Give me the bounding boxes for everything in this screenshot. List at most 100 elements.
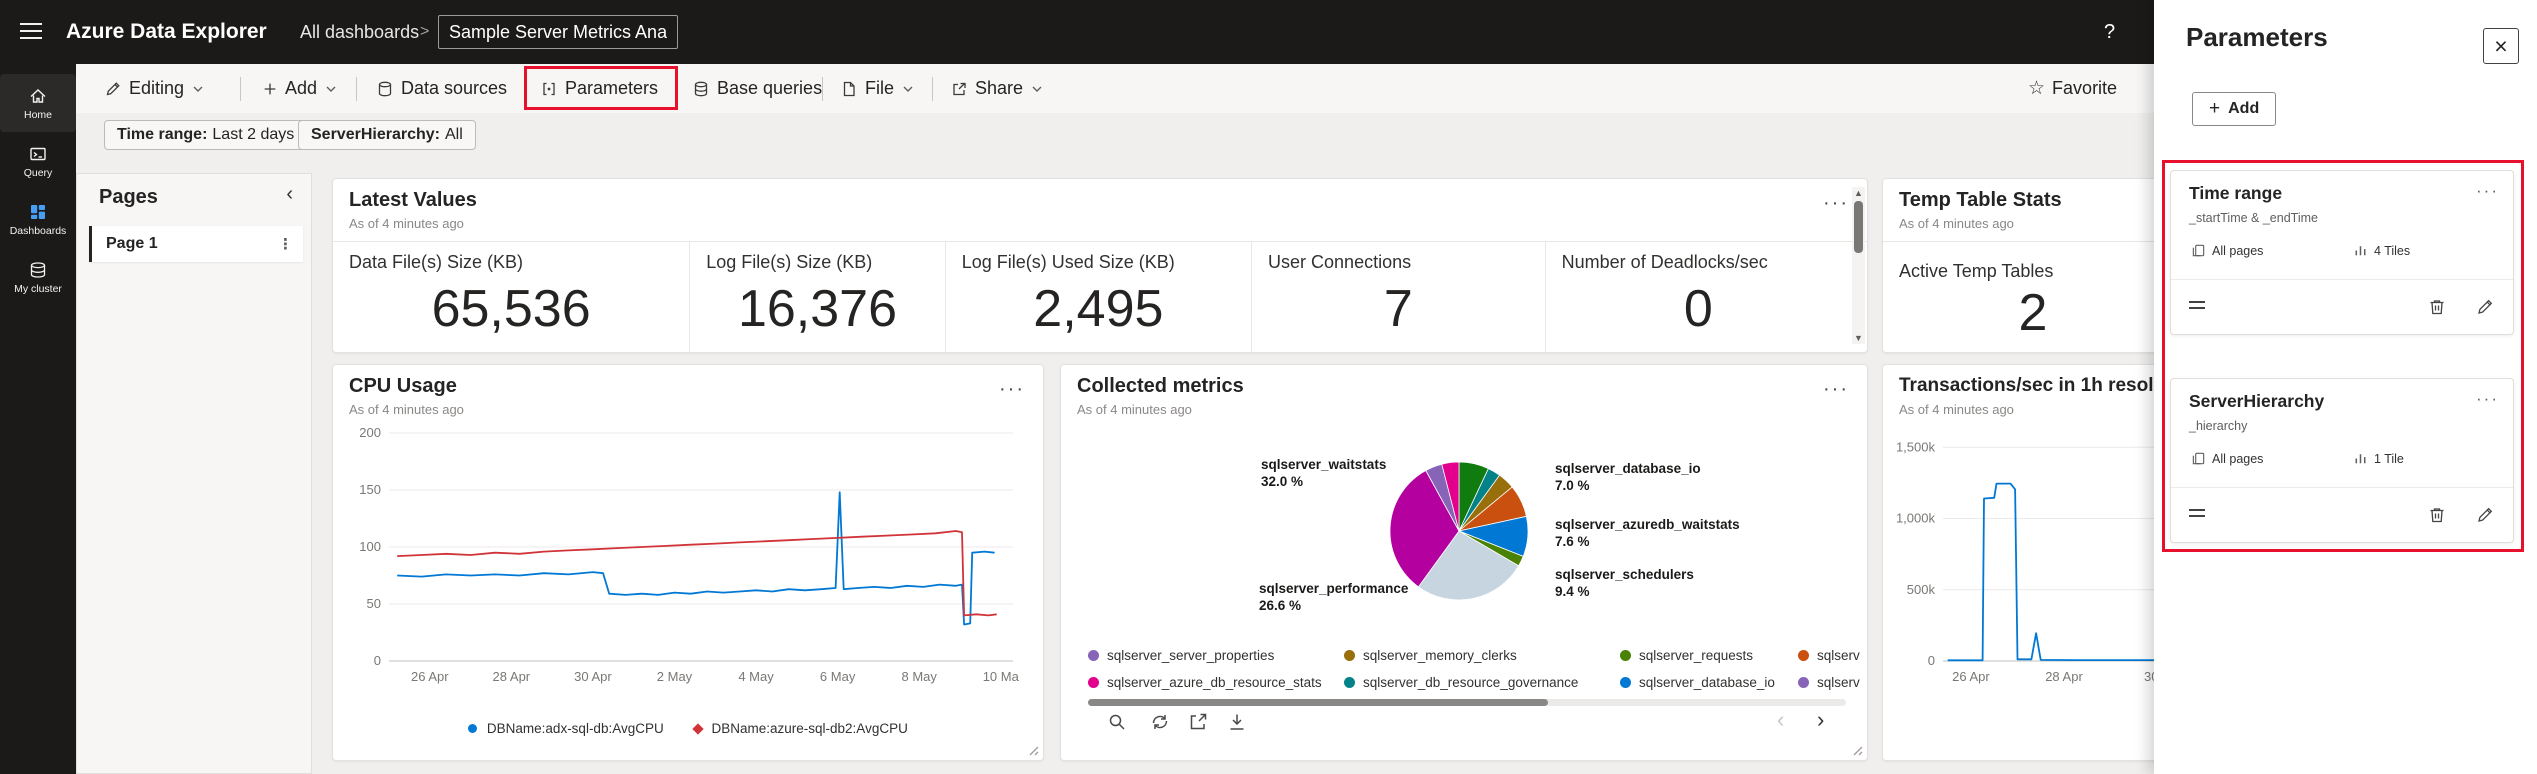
delete-parameter-icon[interactable] (2427, 297, 2447, 317)
scrollbar-thumb[interactable] (1854, 201, 1863, 253)
tile-title: Transactions/sec in 1h resolutio... (1899, 375, 2202, 396)
favorite-button[interactable]: ☆ Favorite (2028, 64, 2117, 113)
svg-text:10 Ma: 10 Ma (983, 669, 1020, 684)
editing-dropdown[interactable]: Editing (104, 64, 204, 113)
sidebar-item-label: Dashboards (9, 224, 67, 237)
toolbar-divider (240, 77, 241, 101)
legend-item[interactable]: sqlserver_server_properties (1088, 648, 1344, 663)
tile-divider (333, 241, 1867, 242)
add-dropdown[interactable]: Add (262, 64, 337, 113)
edit-parameter-icon[interactable] (2475, 297, 2495, 317)
parameter-card-server-hierarchy[interactable]: ServerHierarchy ··· _hierarchy All pages… (2170, 378, 2514, 543)
legend-label: sqlserver_database_io (1639, 674, 1775, 690)
legend-item[interactable]: sqlserver_requests (1620, 648, 1798, 663)
dashboard-title-input[interactable] (438, 15, 678, 49)
legend-label: sqlserver_server_properties (1107, 647, 1275, 663)
tile-transactions: Transactions/sec in 1h resolutio... As o… (1882, 364, 2202, 761)
card-divider (2171, 279, 2513, 280)
resize-handle[interactable] (1850, 743, 1863, 756)
svg-text:6 May: 6 May (820, 669, 856, 684)
parameter-card-time-range[interactable]: Time range ··· _startTime & _endTime All… (2170, 170, 2514, 335)
card-more-icon[interactable]: ··· (2476, 389, 2499, 408)
svg-text:4 May: 4 May (738, 669, 774, 684)
breadcrumb-all-dashboards[interactable]: All dashboards (300, 22, 420, 42)
tile-cpu-usage: CPU Usage As of 4 minutes ago ··· 0 50 100… (332, 364, 1044, 761)
legend-next-page-icon[interactable]: › (1817, 707, 1825, 732)
sidebar-item-label: Query (23, 166, 53, 179)
svg-text:1,500k: 1,500k (1896, 439, 1936, 454)
legend-item[interactable]: DBName:adx-sql-db:AvgCPU (468, 721, 664, 736)
legend-label: DBName:azure-sql-db2:AvgCPU (711, 721, 908, 736)
tile-asof: As of 4 minutes ago (349, 216, 464, 231)
drag-handle[interactable] (2189, 509, 2205, 517)
legend-swatch (1344, 676, 1355, 688)
hamburger-menu-icon[interactable] (20, 23, 42, 41)
legend-item[interactable]: sqlserv (1798, 648, 1867, 663)
tile-more-icon[interactable]: ··· (999, 378, 1025, 400)
topbar: Azure Data Explorer All dashboards > ? (0, 0, 2537, 64)
tiles-count-label: 4 Tiles (2374, 243, 2411, 258)
vertical-scrollbar[interactable]: ▲ ▼ (1852, 187, 1865, 344)
stat-value: 2 (2018, 284, 2048, 342)
close-icon: × (2494, 32, 2508, 59)
stat-label: Active Temp Tables (1899, 261, 2054, 281)
close-panel-button[interactable]: × (2483, 28, 2519, 64)
sidebar-item-my-cluster[interactable]: My cluster (0, 248, 76, 306)
svg-text:2 May: 2 May (657, 669, 693, 684)
legend-label: sqlserver_memory_clerks (1363, 647, 1517, 663)
legend-item[interactable]: sqlserv (1798, 675, 1867, 690)
database-icon (376, 80, 394, 98)
download-icon[interactable] (1226, 711, 1248, 733)
scroll-up-icon[interactable]: ▲ (1854, 188, 1863, 198)
stat-user-connections: User Connections 7 (1251, 242, 1545, 352)
parameters-panel: Parameters × + Add Time range ··· _start… (2154, 0, 2537, 774)
legend-item[interactable]: sqlserver_database_io (1620, 675, 1798, 690)
scrollbar-thumb[interactable] (1088, 699, 1548, 706)
legend-item[interactable]: sqlserver_db_resource_governance (1344, 675, 1620, 690)
page-item-page1[interactable]: Page 1 ⋮ (89, 226, 303, 262)
tile-more-icon[interactable]: ··· (1823, 192, 1849, 214)
filter-pill-server-hierarchy[interactable]: ServerHierarchy: All (298, 120, 476, 150)
open-popout-icon[interactable] (1187, 711, 1209, 733)
help-icon[interactable]: ? (2104, 21, 2116, 43)
legend-swatch (1798, 649, 1809, 661)
legend-item[interactable]: sqlserver_azure_db_resource_stats (1088, 675, 1344, 690)
kebab-menu-icon[interactable]: ⋮ (278, 236, 293, 253)
file-dropdown[interactable]: File (840, 64, 914, 113)
cpu-legend: DBName:adx-sql-db:AvgCPU DBName:azure-sq… (333, 721, 1043, 736)
data-sources-button[interactable]: Data sources (376, 64, 507, 113)
stat-data-file-size: Data File(s) Size (KB) 65,536 (333, 242, 689, 352)
svg-text:100: 100 (359, 539, 381, 554)
sidebar-item-dashboards[interactable]: Dashboards (0, 190, 76, 248)
sidebar-item-query[interactable]: Query (0, 132, 76, 190)
delete-parameter-icon[interactable] (2427, 505, 2447, 525)
favorite-label: Favorite (2052, 78, 2118, 98)
add-parameter-button[interactable]: + Add (2192, 92, 2277, 126)
legend-swatch-diamond (692, 723, 704, 735)
legend-item[interactable]: DBName:azure-sql-db2:AvgCPU (692, 721, 908, 736)
parameter-tiles-count: 1 Tile (2353, 451, 2404, 466)
card-more-icon[interactable]: ··· (2476, 181, 2499, 200)
data-sources-label: Data sources (401, 78, 508, 98)
pie-slice-sqlserver_azure_db_resource_stats (1441, 461, 1460, 532)
refresh-loop-icon[interactable] (1149, 711, 1171, 733)
filter-pill-time-range[interactable]: Time range: Last 2 days (104, 120, 308, 150)
resize-handle[interactable] (1026, 743, 1039, 756)
edit-parameter-icon[interactable] (2475, 505, 2495, 525)
stat-label: Log File(s) Used Size (KB) (961, 252, 1175, 272)
base-queries-button[interactable]: Base queries (692, 64, 822, 113)
sidebar-item-home[interactable]: Home (0, 74, 76, 132)
share-dropdown[interactable]: Share (950, 64, 1043, 113)
parameters-button[interactable]: Parameters (540, 64, 658, 113)
zoom-search-icon[interactable] (1106, 711, 1128, 733)
scroll-down-icon[interactable]: ▼ (1854, 333, 1863, 343)
stat-deadlocks: Number of Deadlocks/sec 0 (1544, 242, 1851, 352)
pages-panel-title: Pages (99, 186, 158, 208)
tile-more-icon[interactable]: ··· (1823, 378, 1849, 400)
drag-handle[interactable] (2189, 301, 2205, 309)
legend-item[interactable]: sqlserver_memory_clerks (1344, 648, 1620, 663)
star-icon: ☆ (2028, 78, 2046, 99)
legend-horizontal-scrollbar[interactable] (1088, 699, 1846, 706)
legend-prev-page-icon[interactable]: ‹ (1777, 707, 1785, 732)
collapse-pages-icon[interactable]: ‹ (286, 183, 293, 205)
